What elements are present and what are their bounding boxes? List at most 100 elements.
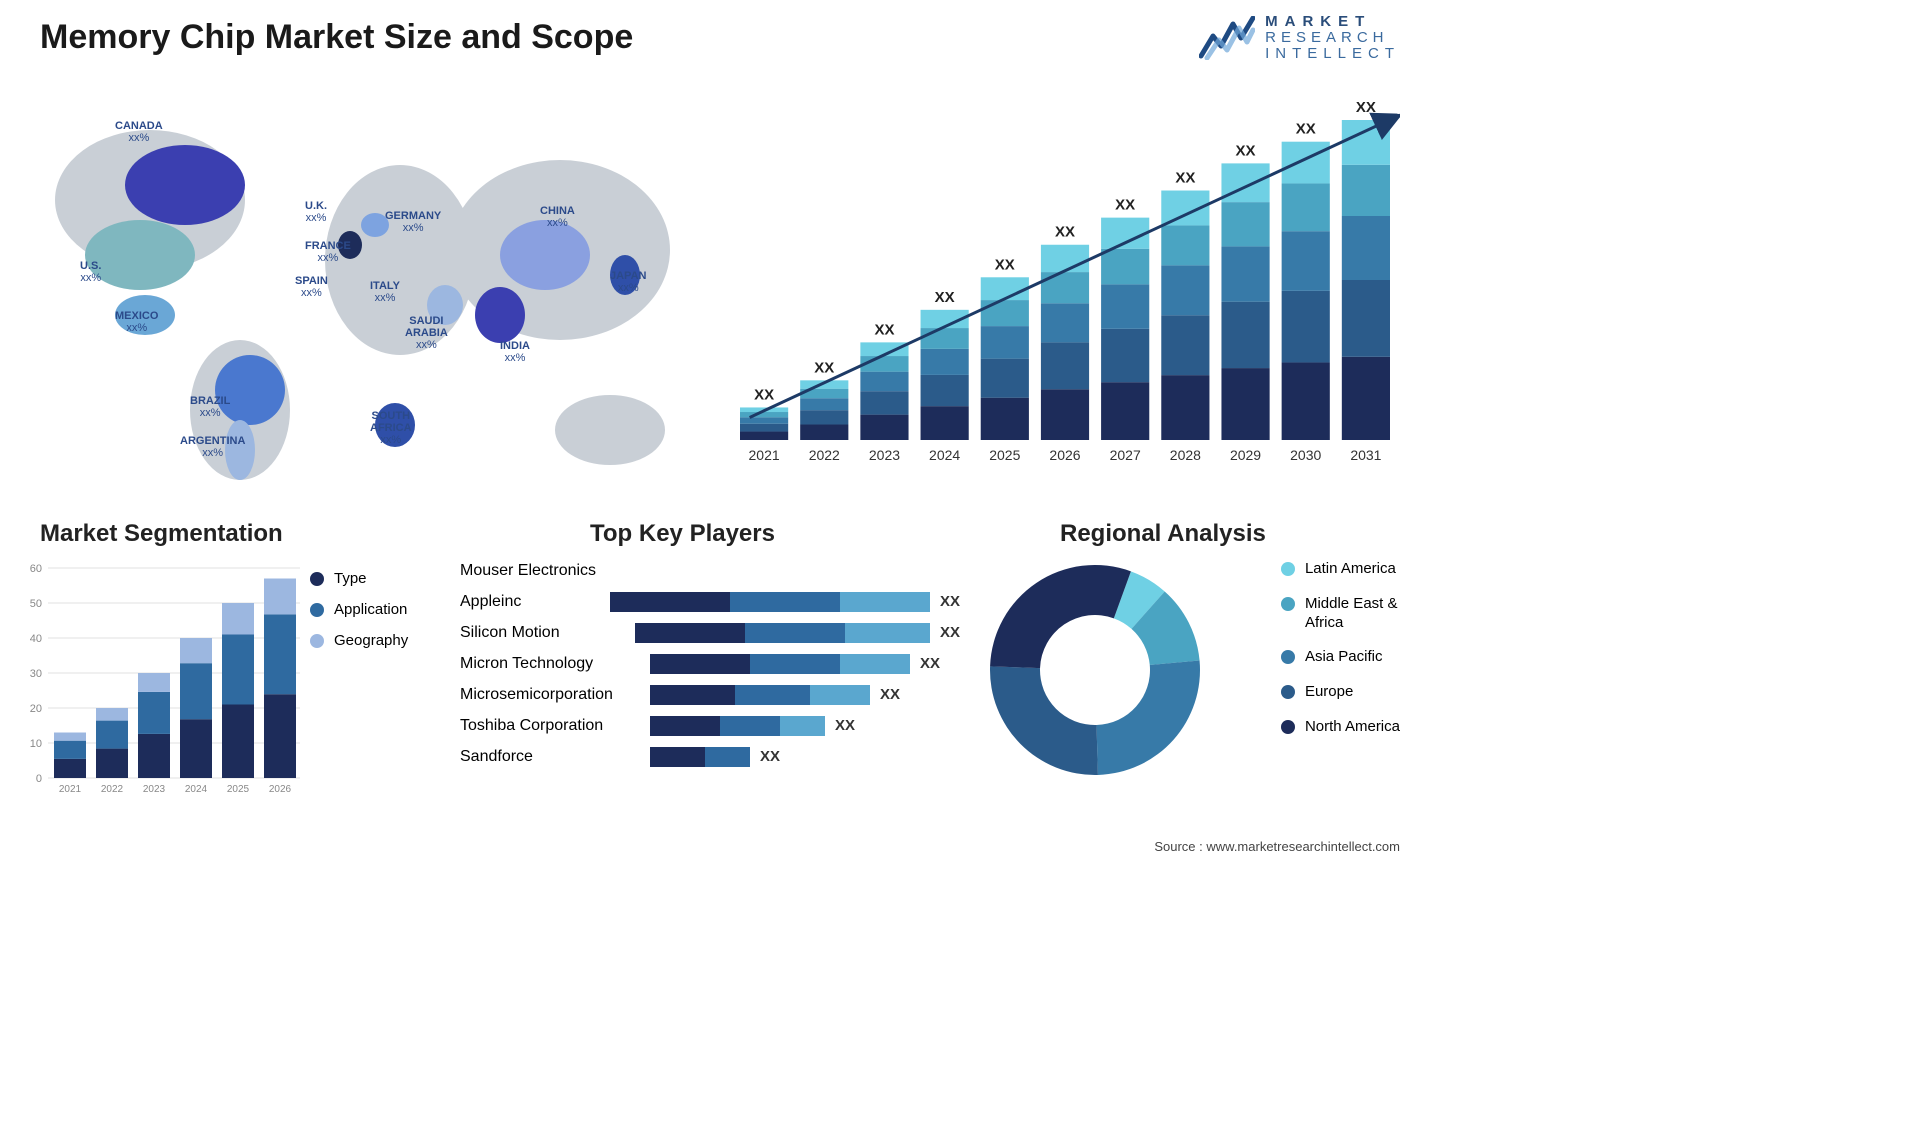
tkp-row: SandforceXX [460, 741, 960, 772]
seg-bar-segment [96, 721, 128, 749]
main-bar-segment [981, 359, 1029, 398]
seg-bar-year: 2021 [59, 784, 82, 795]
main-bar-segment [1041, 272, 1089, 303]
regional-legend-item: Middle East &Africa [1281, 595, 1400, 633]
main-bar-value: XX [1055, 224, 1075, 241]
tkp-row: Mouser Electronics [460, 555, 960, 586]
main-bar-segment [921, 406, 969, 440]
main-bar-segment [740, 417, 788, 424]
map-label: BRAZILxx% [190, 395, 230, 419]
main-bar-segment [1282, 142, 1330, 184]
tkp-name: Microsemicorporation [460, 686, 650, 704]
main-bar-segment [1041, 342, 1089, 389]
tkp-bar-segment [730, 592, 840, 612]
seg-bar-segment [138, 692, 170, 734]
main-bar-segment [921, 328, 969, 349]
tkp-bar-segment [650, 716, 720, 736]
logo-line-1: MARKET [1265, 14, 1400, 30]
tkp-row: Microsemicorporation XX [460, 679, 960, 710]
main-bar-value: XX [995, 256, 1015, 273]
main-bar-segment [921, 375, 969, 406]
svg-text:60: 60 [30, 563, 42, 575]
main-bar-segment [1161, 265, 1209, 315]
main-bar-segment [981, 277, 1029, 300]
seg-legend-item: Application [310, 601, 408, 618]
regional-legend: Latin AmericaMiddle East &AfricaAsia Pac… [1281, 560, 1400, 753]
main-bar-segment [740, 412, 788, 417]
seg-legend-item: Type [310, 570, 408, 587]
seg-bar-segment [54, 759, 86, 778]
main-bar-segment [1161, 375, 1209, 440]
seg-bar-segment [180, 719, 212, 778]
svg-text:10: 10 [30, 738, 42, 750]
seg-bar-segment [222, 635, 254, 705]
map-label: U.S.xx% [80, 260, 101, 284]
main-bar-segment [1041, 389, 1089, 440]
tkp-bar [635, 623, 930, 643]
main-bar-year: 2029 [1230, 447, 1261, 463]
map-label: SOUTHAFRICAxx% [370, 410, 412, 446]
main-bar-segment [1342, 280, 1390, 357]
seg-bar-segment [96, 708, 128, 721]
main-bar-segment [1221, 302, 1269, 368]
svg-text:30: 30 [30, 668, 42, 680]
tkp-bar-segment [750, 654, 840, 674]
map-label: CHINAxx% [540, 205, 575, 229]
top-key-players-title: Top Key Players [590, 520, 775, 548]
main-bar-segment [1342, 357, 1390, 440]
main-bar-year: 2024 [929, 447, 960, 463]
svg-text:0: 0 [36, 773, 42, 785]
tkp-bar-segment [840, 592, 930, 612]
main-bar-segment [1221, 202, 1269, 246]
tkp-bar-segment [635, 623, 745, 643]
main-bar-segment [1101, 329, 1149, 382]
main-bar-segment [981, 326, 1029, 359]
seg-bar-year: 2026 [269, 784, 292, 795]
regional-title: Regional Analysis [1060, 520, 1266, 548]
map-label: FRANCExx% [305, 240, 351, 264]
main-bar-segment [1342, 216, 1390, 280]
tkp-value: XX [880, 686, 900, 703]
page-title: Memory Chip Market Size and Scope [40, 18, 633, 57]
tkp-bar-segment [845, 623, 930, 643]
regional-legend-item: North America [1281, 718, 1400, 737]
main-bar-segment [1161, 315, 1209, 375]
seg-bar-year: 2025 [227, 784, 250, 795]
tkp-value: XX [920, 655, 940, 672]
main-bar-segment [800, 424, 848, 440]
world-map: CANADAxx%U.S.xx%MEXICOxx%BRAZILxx%ARGENT… [30, 90, 710, 490]
main-bar-segment [921, 349, 969, 375]
donut-slice [990, 666, 1098, 775]
tkp-bar [650, 685, 870, 705]
segmentation-chart: 0102030405060202120222023202420252026 Ty… [20, 560, 440, 810]
main-bar-value: XX [1236, 142, 1256, 159]
tkp-name: Appleinc [460, 593, 610, 611]
segmentation-legend: TypeApplicationGeography [310, 570, 408, 663]
logo-mark-icon [1199, 16, 1255, 60]
main-bar-year: 2022 [809, 447, 840, 463]
main-bar-segment [981, 398, 1029, 440]
seg-bar-segment [264, 579, 296, 615]
tkp-bar [650, 747, 750, 767]
main-bar-value: XX [1356, 99, 1376, 116]
svg-text:40: 40 [30, 633, 42, 645]
main-bar-year: 2031 [1350, 447, 1381, 463]
tkp-bar-segment [745, 623, 845, 643]
main-bar-year: 2023 [869, 447, 900, 463]
main-bar-segment [860, 415, 908, 440]
main-bar-segment [1342, 120, 1390, 165]
main-bar-segment [1101, 382, 1149, 440]
main-bar-segment [1041, 245, 1089, 272]
seg-bar-segment [138, 734, 170, 778]
main-bar-year: 2025 [989, 447, 1020, 463]
tkp-name: Mouser Electronics [460, 562, 650, 580]
map-label: U.K.xx% [305, 200, 327, 224]
main-bar-value: XX [874, 321, 894, 338]
main-bar-value: XX [1296, 121, 1316, 138]
tkp-row: Silicon MotionXX [460, 617, 960, 648]
map-label: GERMANYxx% [385, 210, 441, 234]
map-label: ITALYxx% [370, 280, 400, 304]
seg-bar-segment [138, 673, 170, 692]
tkp-name: Toshiba Corporation [460, 717, 650, 735]
seg-bar-segment [180, 638, 212, 663]
